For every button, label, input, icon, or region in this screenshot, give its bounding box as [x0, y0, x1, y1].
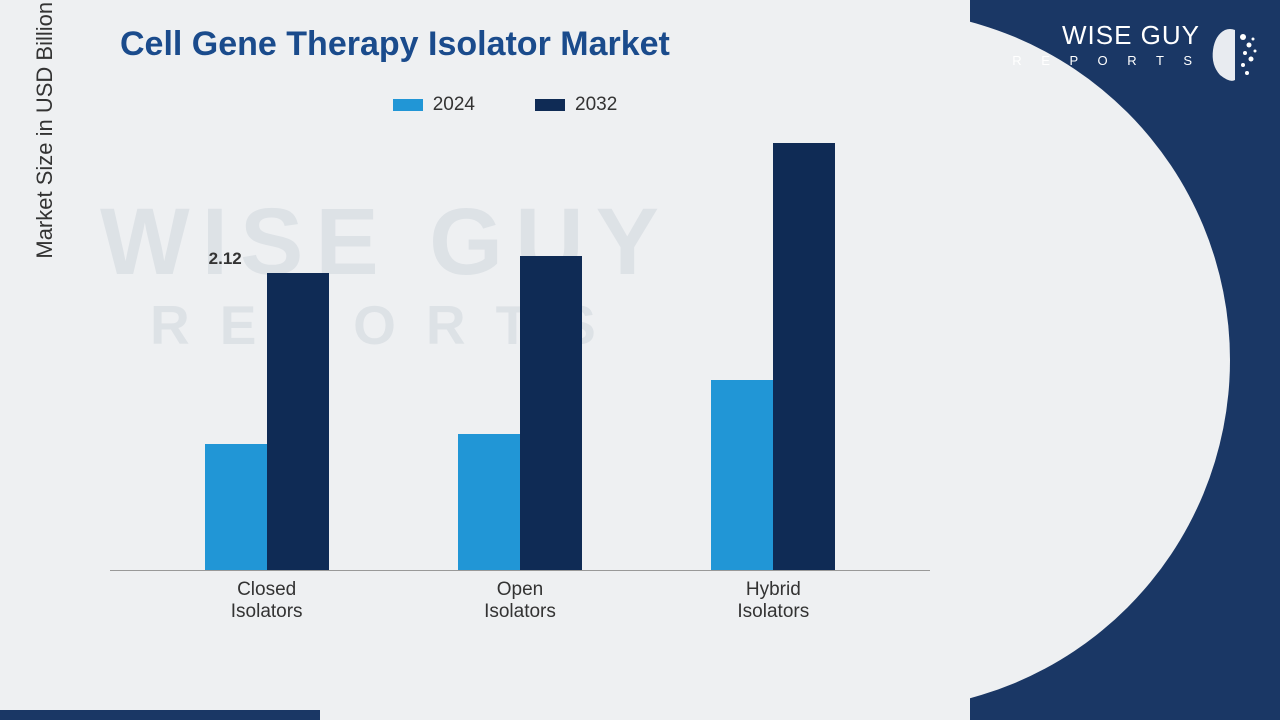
bar-group — [711, 143, 835, 570]
legend-label-2024: 2024 — [433, 94, 475, 116]
bar-group — [458, 256, 582, 570]
y-axis-label: Market Size in USD Billion — [32, 2, 58, 259]
chart-container: Market Size in USD Billion 2024 2032 2.1… — [80, 94, 930, 654]
legend-label-2032: 2032 — [575, 94, 617, 116]
bottom-accent-bar — [0, 710, 320, 720]
x-axis-label: ClosedIsolators — [197, 579, 337, 623]
bar-2032 — [520, 256, 582, 570]
logo-main-text: WISE GUY — [1012, 20, 1200, 51]
legend-swatch-2024 — [393, 99, 423, 111]
legend-item-2024: 2024 — [393, 94, 475, 116]
legend-swatch-2032 — [535, 99, 565, 111]
brain-icon — [1205, 25, 1260, 85]
bar-2024 — [711, 380, 773, 570]
logo-sub-text: R E P O R T S — [1012, 53, 1200, 68]
brand-logo: WISE GUY R E P O R T S — [1012, 20, 1255, 68]
bar-2024 — [458, 434, 520, 570]
legend: 2024 2032 — [80, 94, 930, 116]
chart-title: Cell Gene Therapy Isolator Market — [120, 25, 930, 64]
bar-2032 — [773, 143, 835, 570]
x-axis-labels: ClosedIsolators OpenIsolators HybridIsolat… — [110, 571, 930, 623]
legend-item-2032: 2032 — [535, 94, 617, 116]
right-brand-panel: WISE GUY R E P O R T S — [970, 0, 1280, 720]
plot-area: 2.12 — [110, 126, 930, 571]
circle-cutout — [970, 10, 1230, 710]
bar-2032 — [267, 273, 329, 570]
x-axis-label: OpenIsolators — [450, 579, 590, 623]
bar-group: 2.12 — [205, 273, 329, 570]
bar-value-label: 2.12 — [209, 249, 242, 269]
page: WISE GUY REPORTS Cell Gene Therapy Isola… — [0, 0, 1280, 720]
bar-2024 — [205, 444, 267, 570]
x-axis-label: HybridIsolators — [703, 579, 843, 623]
main-area: WISE GUY REPORTS Cell Gene Therapy Isola… — [0, 0, 970, 720]
